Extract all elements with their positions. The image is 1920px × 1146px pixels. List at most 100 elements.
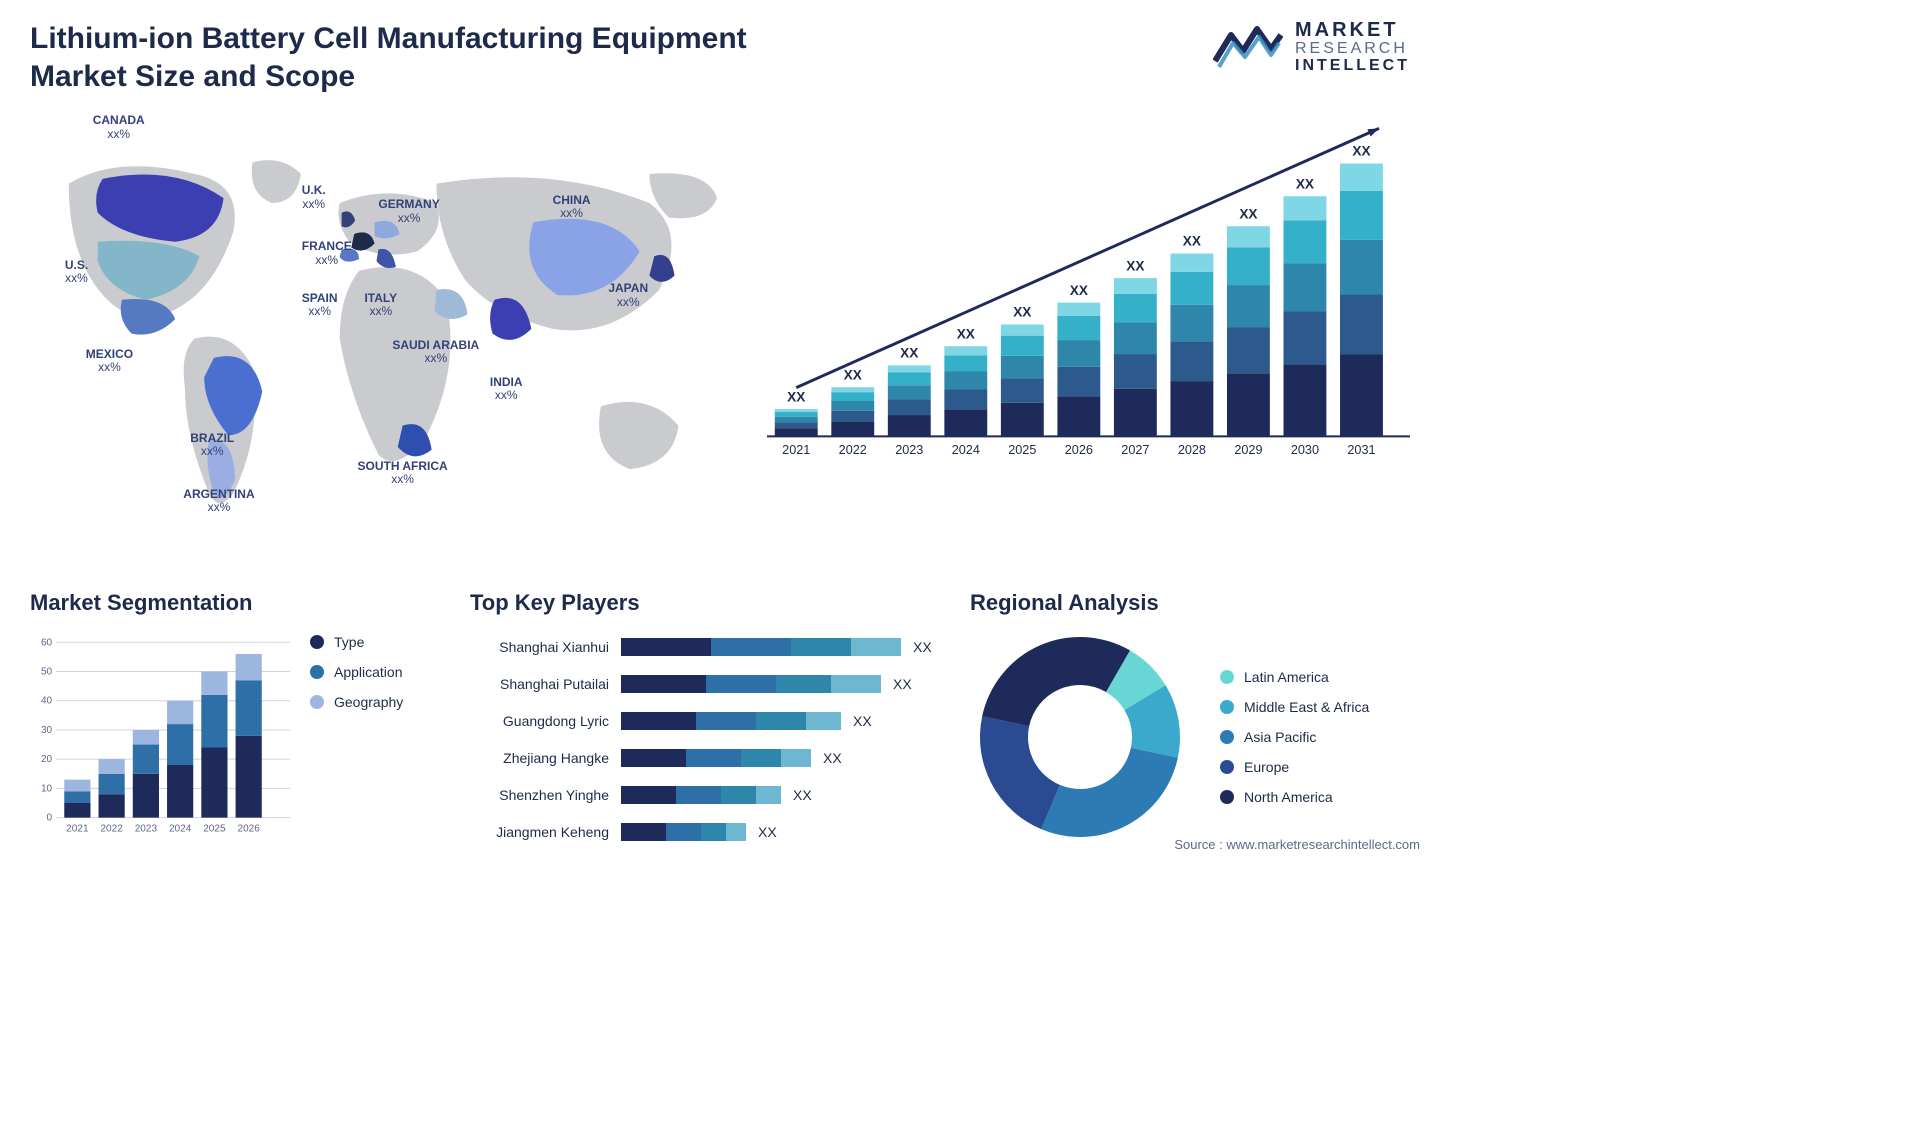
svg-text:XX: XX	[1013, 305, 1031, 320]
svg-text:2025: 2025	[203, 824, 226, 835]
players-title: Top Key Players	[470, 590, 940, 616]
player-bar	[621, 712, 841, 730]
segmentation-chart: 0 10 20 30 40 50 60 2021 2022 2023 2024 2025 2026	[30, 624, 292, 850]
player-bar	[621, 675, 881, 693]
svg-text:2027: 2027	[1121, 443, 1149, 457]
svg-text:40: 40	[41, 696, 53, 707]
svg-text:XX: XX	[1183, 234, 1201, 249]
svg-text:0: 0	[47, 813, 53, 824]
map-label: ARGENTINAxx%	[183, 488, 254, 514]
svg-text:2030: 2030	[1291, 443, 1319, 457]
svg-text:2021: 2021	[782, 443, 810, 457]
svg-text:2024: 2024	[169, 824, 192, 835]
svg-text:XX: XX	[957, 327, 975, 342]
logo-text-1: MARKET	[1295, 20, 1410, 41]
legend-item: Type	[310, 634, 440, 650]
map-label: JAPANxx%	[608, 282, 648, 308]
map-label: FRANCExx%	[302, 240, 352, 266]
map-label: U.S.xx%	[65, 259, 88, 285]
player-row: Jiangmen Keheng XX	[470, 823, 940, 841]
svg-text:20: 20	[41, 754, 53, 765]
map-label: BRAZILxx%	[190, 432, 234, 458]
map-label: CHINAxx%	[553, 194, 591, 220]
map-label: SPAINxx%	[302, 292, 338, 318]
segmentation-legend: Type Application Geography	[310, 624, 440, 850]
page-title: Lithium-ion Battery Cell Manufacturing E…	[30, 20, 810, 95]
svg-text:30: 30	[41, 725, 53, 736]
regional-donut-chart	[970, 627, 1190, 847]
map-label: INDIAxx%	[490, 376, 523, 402]
growth-bar-chart: XX 2021 XX 2022 XX 2023 XX 2024 XX 2025 XX 2026 XX 20…	[767, 105, 1410, 475]
svg-text:2029: 2029	[1234, 443, 1262, 457]
svg-text:XX: XX	[1352, 144, 1370, 159]
svg-text:2025: 2025	[1008, 443, 1036, 457]
player-row: Shanghai Putailai XX	[470, 675, 940, 693]
legend-item: Geography	[310, 694, 440, 710]
regional-legend: Latin America Middle East & Africa Asia Pa…	[1220, 669, 1369, 805]
player-name: Shanghai Xianhui	[470, 639, 615, 655]
player-name: Guangdong Lyric	[470, 713, 615, 729]
player-name: Shanghai Putailai	[470, 676, 615, 692]
growth-chart-panel: XX 2021 XX 2022 XX 2023 XX 2024 XX 2025 XX 2026 XX 20…	[767, 105, 1410, 572]
player-value: XX	[907, 639, 932, 655]
legend-item: Latin America	[1220, 669, 1369, 685]
legend-item: Asia Pacific	[1220, 729, 1369, 745]
map-label: ITALYxx%	[364, 292, 397, 318]
svg-text:2026: 2026	[237, 824, 260, 835]
svg-text:2023: 2023	[135, 824, 158, 835]
player-bar	[621, 823, 746, 841]
map-label: SOUTH AFRICAxx%	[357, 460, 447, 486]
svg-text:XX: XX	[1126, 258, 1144, 273]
svg-text:2028: 2028	[1178, 443, 1206, 457]
map-label: U.K.xx%	[302, 184, 326, 210]
svg-text:XX: XX	[900, 346, 918, 361]
svg-text:2024: 2024	[952, 443, 980, 457]
svg-text:2031: 2031	[1347, 443, 1375, 457]
map-label: CANADAxx%	[93, 114, 145, 140]
svg-text:XX: XX	[787, 389, 805, 404]
regional-title: Regional Analysis	[970, 590, 1410, 616]
player-value: XX	[752, 824, 777, 840]
legend-item: Application	[310, 664, 440, 680]
legend-item: Europe	[1220, 759, 1369, 775]
logo-text-2: RESEARCH	[1295, 41, 1410, 58]
player-name: Jiangmen Keheng	[470, 824, 615, 840]
logo-text-3: INTELLECT	[1295, 58, 1410, 75]
svg-text:2022: 2022	[838, 443, 866, 457]
player-name: Zhejiang Hangke	[470, 750, 615, 766]
svg-text:XX: XX	[1070, 283, 1088, 298]
player-value: XX	[787, 787, 812, 803]
player-row: Shanghai Xianhui XX	[470, 638, 940, 656]
player-bar	[621, 749, 811, 767]
player-bar	[621, 786, 781, 804]
legend-item: Middle East & Africa	[1220, 699, 1369, 715]
svg-text:60: 60	[41, 637, 53, 648]
player-row: Guangdong Lyric XX	[470, 712, 940, 730]
segmentation-title: Market Segmentation	[30, 590, 440, 616]
world-map-panel: CANADAxx% U.S.xx% MEXICOxx% BRAZILxx% ARGENT…	[30, 105, 727, 572]
map-label: GERMANYxx%	[378, 198, 439, 224]
svg-text:XX: XX	[1239, 206, 1257, 221]
player-bar	[621, 638, 901, 656]
brand-logo: MARKET RESEARCH INTELLECT	[1213, 20, 1410, 75]
player-value: XX	[847, 713, 872, 729]
player-row: Zhejiang HangkeXX	[470, 749, 940, 767]
player-name: Shenzhen Yinghe	[470, 787, 615, 803]
player-value: XX	[887, 676, 912, 692]
svg-text:XX: XX	[843, 367, 861, 382]
svg-text:50: 50	[41, 667, 53, 678]
player-row: Shenzhen Yinghe XX	[470, 786, 940, 804]
logo-icon	[1213, 21, 1283, 73]
svg-text:2022: 2022	[100, 824, 123, 835]
players-chart: Shanghai XianhuiXXShanghai PutailaiXXGua…	[470, 624, 940, 850]
world-map	[30, 105, 727, 572]
svg-text:2023: 2023	[895, 443, 923, 457]
svg-text:10: 10	[41, 783, 53, 794]
svg-text:XX: XX	[1296, 176, 1314, 191]
svg-text:2021: 2021	[66, 824, 89, 835]
map-label: MEXICOxx%	[86, 348, 133, 374]
source-text: Source : www.marketresearchintellect.com	[1174, 837, 1420, 852]
svg-text:2026: 2026	[1065, 443, 1093, 457]
map-label: SAUDI ARABIAxx%	[392, 339, 479, 365]
legend-item: North America	[1220, 789, 1369, 805]
